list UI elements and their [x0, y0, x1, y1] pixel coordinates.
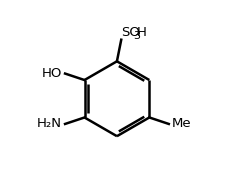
Text: Me: Me [172, 117, 191, 131]
Text: SO: SO [121, 26, 140, 39]
Text: 3: 3 [133, 31, 140, 41]
Text: H: H [136, 26, 146, 39]
Text: HO: HO [42, 67, 62, 80]
Text: H₂N: H₂N [37, 117, 62, 131]
